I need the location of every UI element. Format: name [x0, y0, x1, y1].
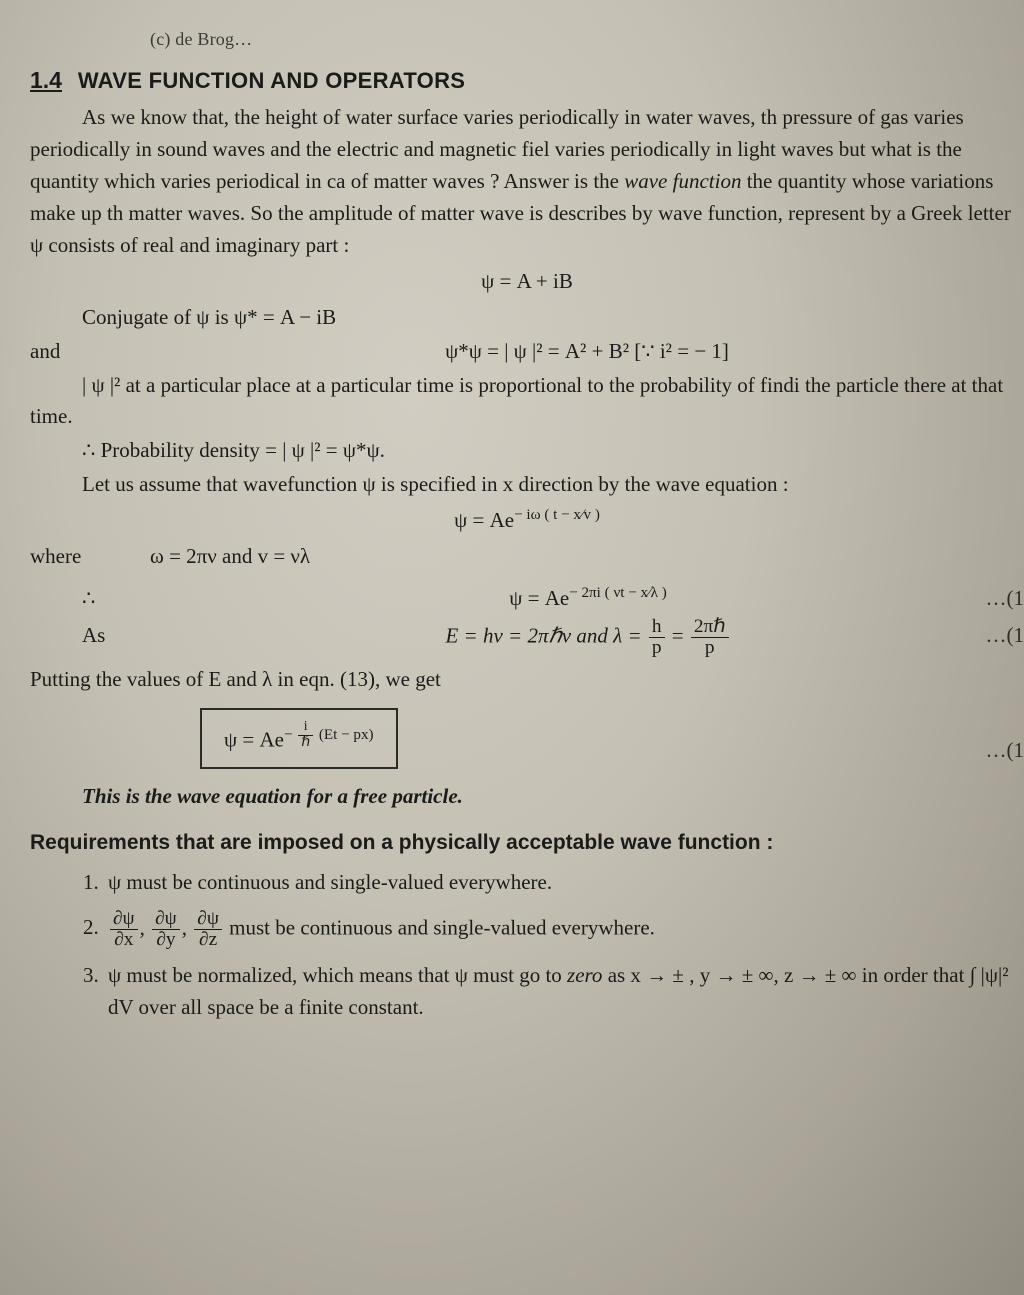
- eq-E-lambda: E = hν = 2πℏν and λ = hp = 2πℏp: [202, 617, 974, 659]
- eq-wave-1: ψ = Ae− iω ( t − x⁄v ): [30, 505, 1024, 537]
- eq-number-13: …(1: [974, 583, 1024, 615]
- boxed-row: ψ = Ae− iℏ (Et − px) …(1: [30, 698, 1024, 772]
- r2f2n: ∂ψ: [194, 909, 222, 930]
- req3-a: ψ must be normalized, which means that ψ…: [108, 963, 567, 987]
- paragraph-3: Let us assume that wavefunction ψ is spe…: [82, 469, 1024, 501]
- requirement-1: ψ must be continuous and single-valued e…: [104, 867, 1024, 899]
- and-label: and: [30, 336, 150, 368]
- frac-h-over-p: hp: [649, 617, 665, 659]
- section-heading: 1.4 WAVE FUNCTION AND OPERATORS: [30, 63, 1024, 98]
- boxed-exponent: − iℏ (Et − px): [284, 727, 374, 743]
- frac-dpsi-dz: ∂ψ∂z: [194, 909, 222, 951]
- eq-wave-2-row: ∴ ψ = Ae− 2πi ( νt − x⁄λ ) …(1: [30, 583, 1024, 615]
- as-label: As: [30, 620, 202, 652]
- boxed-wave-equation: ψ = Ae− iℏ (Et − px): [200, 708, 398, 768]
- frac2-num: 2πℏ: [691, 617, 729, 638]
- frac-h-den: p: [649, 638, 665, 658]
- frac-dpsi-dx: ∂ψ∂x: [110, 909, 138, 951]
- eq-psi-AiB: ψ = A + iB: [30, 266, 1024, 298]
- page-root: (c) de Brog… 1.4 WAVE FUNCTION AND OPERA…: [0, 0, 1024, 1295]
- frac-dpsi-dy: ∂ψ∂y: [152, 909, 180, 951]
- req2-rest: must be continuous and single-valued eve…: [229, 915, 655, 939]
- section-title: WAVE FUNCTION AND OPERATORS: [78, 68, 465, 93]
- eq-number-14: …(1: [974, 620, 1024, 652]
- requirements-heading: Requirements that are imposed on a physi…: [30, 827, 1024, 859]
- para1-wavefunction-emph: wave function: [624, 169, 741, 193]
- probability-density-line: ∴ Probability density = | ψ |² = ψ*ψ.: [82, 435, 1024, 467]
- eq-wave1-exp: − iω ( t − x⁄v ): [514, 507, 600, 523]
- putting-values-line: Putting the values of E and λ in eqn. (1…: [30, 664, 1024, 696]
- eq-mod-psi: ψ*ψ = | ψ |² = A² + B² [∵ i² = − 1]: [150, 336, 1024, 368]
- free-particle-statement: This is the wave equation for a free par…: [82, 781, 1024, 813]
- requirements-list: ψ must be continuous and single-valued e…: [30, 867, 1024, 1024]
- requirement-3: ψ must be normalized, which means that ψ…: [104, 960, 1024, 1024]
- boxed-exp-den: ℏ: [298, 736, 313, 751]
- boxed-exp-rest: (Et − px): [315, 727, 373, 743]
- r2f1d: ∂y: [152, 930, 180, 950]
- r2f1n: ∂ψ: [152, 909, 180, 930]
- paragraph-1: As we know that, the height of water sur…: [30, 102, 1024, 262]
- conjugate-line: Conjugate of ψ is ψ* = A − iB: [82, 302, 1024, 334]
- section-number: 1.4: [30, 67, 62, 93]
- prev-section-cutoff: (c) de Brog…: [150, 26, 1024, 53]
- frac-2pihbar-over-p: 2πℏp: [691, 617, 729, 659]
- req3-zero: zero: [567, 963, 602, 987]
- eq-wave2-base: ψ = Ae: [509, 586, 569, 610]
- eq-wave1-base: ψ = Ae: [454, 508, 514, 532]
- r2f0d: ∂x: [110, 930, 138, 950]
- where-body: ω = 2πν and v = νλ: [150, 541, 1024, 573]
- paragraph-2: | ψ |² at a particular place at a partic…: [30, 370, 1024, 434]
- where-row: where ω = 2πν and v = νλ: [30, 541, 1024, 573]
- eq-wave-2: ψ = Ae− 2πi ( νt − x⁄λ ): [202, 583, 974, 615]
- boxed-exp-num: i: [298, 720, 313, 736]
- frac2-den: p: [691, 638, 729, 658]
- frac-h-num: h: [649, 617, 665, 638]
- r2f2d: ∂z: [194, 930, 222, 950]
- therefore-symbol: ∴: [30, 583, 202, 615]
- requirement-2: ∂ψ∂x, ∂ψ∂y, ∂ψ∂z must be continuous and …: [104, 909, 1024, 951]
- eq-wave2-exp: − 2πi ( νt − x⁄λ ): [569, 585, 667, 601]
- r2f0n: ∂ψ: [110, 909, 138, 930]
- eq-E-text: E = hν = 2πℏν and λ =: [445, 623, 646, 647]
- eq-number-15: …(1: [974, 735, 1024, 773]
- where-label: where: [30, 541, 150, 573]
- eq-mod-psi-row: and ψ*ψ = | ψ |² = A² + B² [∵ i² = − 1]: [30, 336, 1024, 368]
- boxed-base: ψ = Ae: [224, 728, 284, 752]
- eq-E-lambda-row: As E = hν = 2πℏν and λ = hp = 2πℏp …(1: [30, 617, 1024, 659]
- lambda-eq-sign: =: [672, 623, 689, 647]
